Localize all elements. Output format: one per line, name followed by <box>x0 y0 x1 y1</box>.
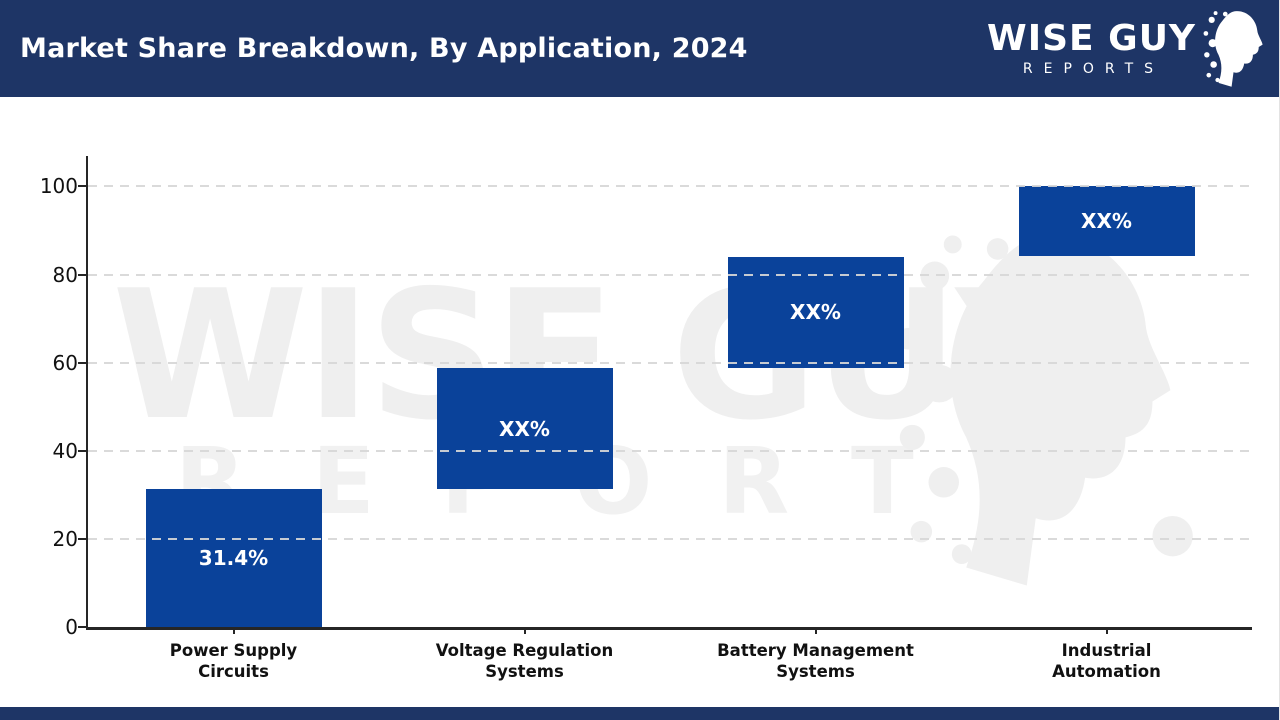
watermark-face-icon <box>897 235 1193 586</box>
category-label-line: Power Supply <box>169 641 298 660</box>
category-label-line: Industrial <box>1061 641 1152 660</box>
bar-industrial-automation: XX% <box>1018 186 1195 257</box>
category-label-line: Automation <box>1052 662 1161 681</box>
category-label-power-supply-circuits: Power Supply Circuits <box>84 640 384 682</box>
gridline-60 <box>88 361 1252 364</box>
category-label-industrial-automation: Industrial Automation <box>957 640 1257 682</box>
category-label-line: Systems <box>776 662 855 681</box>
gridline-80 <box>88 273 1252 276</box>
category-label-voltage-regulation-systems: Voltage Regulation Systems <box>375 640 675 682</box>
y-tick-label-0: 0 <box>65 615 78 639</box>
brand-name: WISE GUY <box>986 17 1196 59</box>
y-tick-label-60: 60 <box>52 350 78 375</box>
footer-banner <box>0 707 1279 720</box>
x-tick-mark-power-supply-circuits <box>232 627 235 634</box>
bar-value-label-voltage-regulation-systems: XX% <box>499 416 550 441</box>
brand-logo-text: WISE GUY REPORTS <box>986 17 1196 77</box>
y-tick-mark-0 <box>78 626 86 628</box>
y-tick-label-20: 20 <box>52 526 78 551</box>
bar-value-label-industrial-automation: XX% <box>1081 209 1132 234</box>
x-axis-line <box>86 627 1252 630</box>
gridline-100 <box>88 185 1252 188</box>
page-title: Market Share Breakdown, By Application, … <box>20 33 748 64</box>
category-label-line: Battery Management <box>717 641 914 660</box>
brand-logo: WISE GUY REPORTS <box>987 8 1266 88</box>
y-tick-mark-80 <box>78 273 86 276</box>
y-tick-mark-40 <box>78 449 86 452</box>
bar-value-label-battery-management-systems: XX% <box>790 300 841 325</box>
header-banner: Market Share Breakdown, By Application, … <box>0 0 1279 97</box>
category-label-line: Circuits <box>198 662 269 681</box>
brand-subname: REPORTS <box>1022 60 1165 77</box>
bar-power-supply-circuits: 31.4% <box>145 488 322 627</box>
gridline-20 <box>88 537 1252 540</box>
x-tick-mark-voltage-regulation-systems <box>523 627 526 634</box>
y-tick-mark-20 <box>78 537 86 540</box>
y-tick-label-40: 40 <box>52 438 78 463</box>
x-tick-mark-industrial-automation <box>1105 627 1108 634</box>
category-label-line: Systems <box>485 662 564 681</box>
category-label-battery-management-systems: Battery Management Systems <box>666 640 966 682</box>
brand-face-icon <box>1203 11 1263 87</box>
category-label-line: Voltage Regulation <box>435 641 614 660</box>
y-tick-mark-60 <box>78 361 86 364</box>
y-tick-label-100: 100 <box>39 174 78 199</box>
y-tick-mark-100 <box>78 185 86 188</box>
y-tick-label-80: 80 <box>52 262 78 287</box>
bar-voltage-regulation-systems: XX% <box>436 368 613 489</box>
gridline-40 <box>88 449 1252 452</box>
y-axis-line <box>86 156 88 629</box>
bar-value-label-power-supply-circuits: 31.4% <box>198 545 269 570</box>
plot-area: 31.4% XX% XX% XX% <box>86 156 1252 630</box>
x-tick-mark-battery-management-systems <box>814 627 817 634</box>
